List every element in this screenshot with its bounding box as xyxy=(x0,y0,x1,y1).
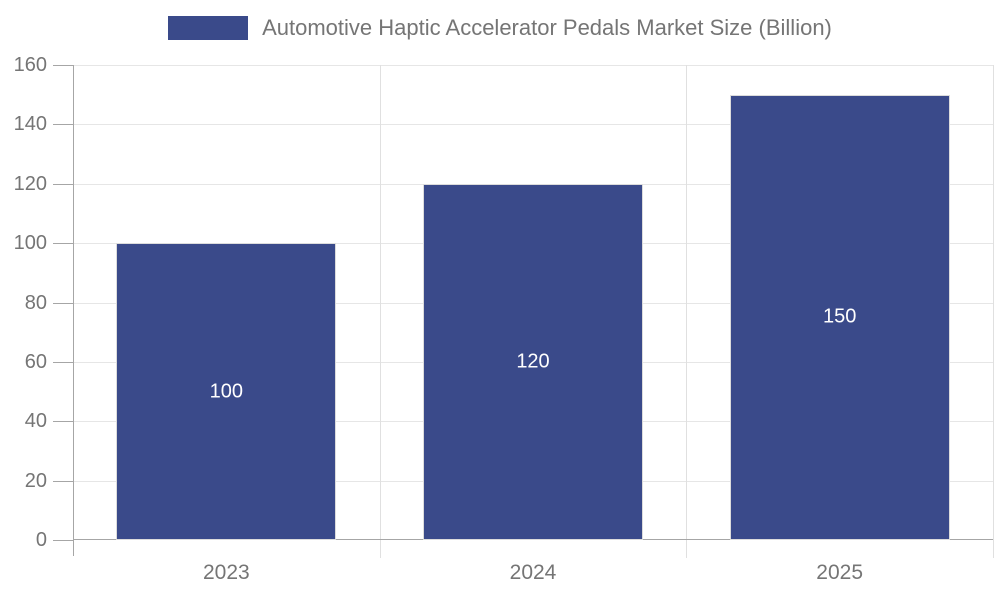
y-tick-label: 140 xyxy=(13,113,47,136)
y-tick-label: 60 xyxy=(24,350,47,373)
y-tick-label: 160 xyxy=(13,54,47,76)
plot-area: 0 20 40 60 80 100 120 140 160 100 120 150 xyxy=(14,55,994,558)
y-axis-tick xyxy=(53,65,73,66)
y-axis-line xyxy=(73,65,74,556)
y-gridline xyxy=(73,124,993,126)
bar xyxy=(729,94,950,540)
y-tick-label: 80 xyxy=(24,291,47,314)
y-tick-label: 40 xyxy=(24,410,47,433)
bar-value-label: 100 xyxy=(209,380,244,403)
x-tick-label: 2023 xyxy=(202,561,250,584)
y-axis-tick xyxy=(53,243,73,245)
y-tick-label: 0 xyxy=(35,529,47,551)
category-boundary-line xyxy=(993,65,994,558)
bar-value-label: 120 xyxy=(516,350,550,373)
y-axis-tick xyxy=(53,421,73,423)
y-axis-tick xyxy=(53,183,73,185)
category-boundary-line xyxy=(379,65,381,558)
category-boundary-line xyxy=(686,65,688,558)
legend-swatch xyxy=(168,16,249,40)
bar xyxy=(116,243,337,540)
y-axis-tick xyxy=(53,302,73,304)
y-axis-tick xyxy=(53,361,73,363)
y-tick-label: 20 xyxy=(24,469,47,492)
bar-value-label: 150 xyxy=(822,305,857,328)
x-tick-label: 2024 xyxy=(509,561,557,584)
y-axis-tick xyxy=(53,480,73,482)
y-tick-label: 120 xyxy=(13,172,47,195)
chart-title: Automotive Haptic Accelerator Pedals Mar… xyxy=(262,15,832,40)
y-axis-tick xyxy=(53,124,73,126)
y-gridline xyxy=(73,65,993,66)
bar xyxy=(423,183,643,540)
chart-legend: Automotive Haptic Accelerator Pedals Mar… xyxy=(0,15,1000,41)
x-tick-label: 2025 xyxy=(816,561,864,584)
y-axis-tick xyxy=(53,540,73,541)
y-tick-label: 100 xyxy=(13,232,47,255)
